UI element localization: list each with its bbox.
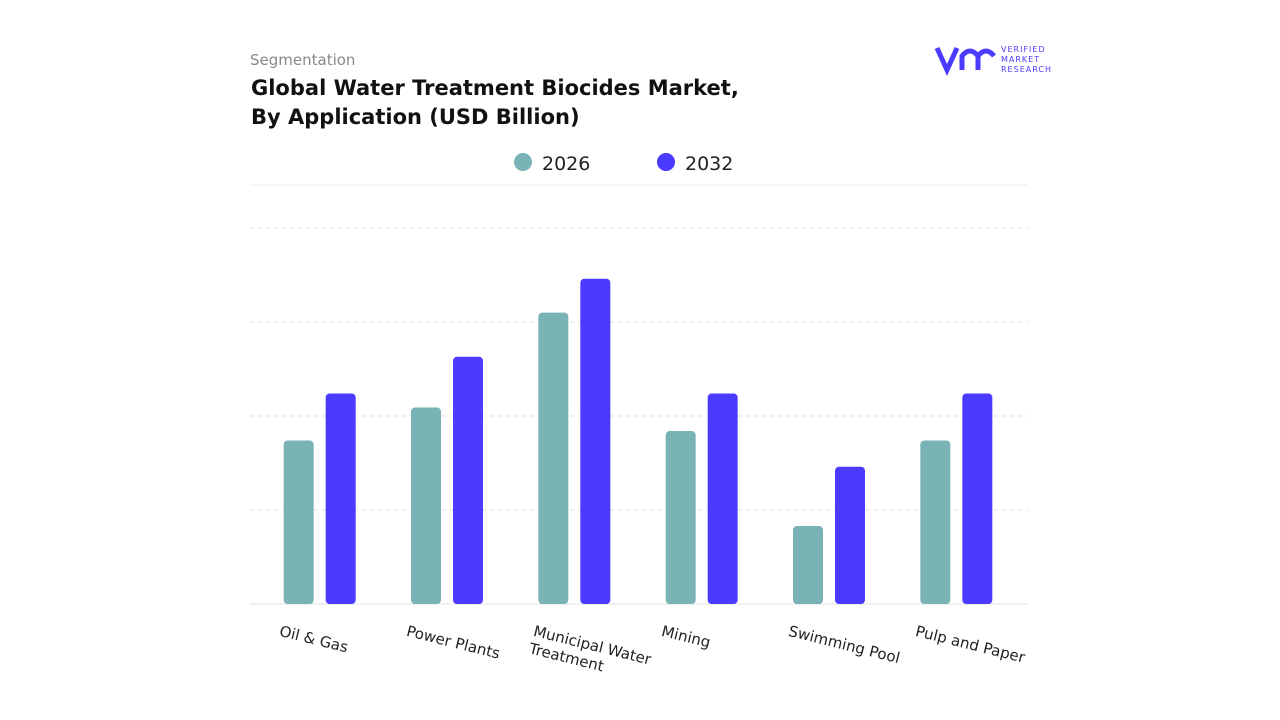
logo-mark [934, 46, 996, 77]
legend-label: 2026 [542, 153, 590, 175]
legend-swatch [657, 153, 675, 171]
bar [283, 440, 314, 604]
bar [793, 525, 823, 604]
bar [411, 407, 441, 604]
bar [835, 466, 865, 604]
bar [920, 440, 951, 604]
bar [665, 431, 696, 604]
eyebrow: Segmentation [250, 51, 355, 69]
brand: RESEARCH [1001, 65, 1052, 74]
bar [580, 278, 611, 604]
brand: MARKET [1001, 55, 1040, 64]
title: By Application (USD Billion) [251, 105, 580, 129]
legend-label: 2032 [685, 153, 733, 175]
bar [538, 312, 569, 604]
bar [962, 393, 993, 604]
brand: VERIFIED [1001, 45, 1046, 54]
legend-swatch [514, 153, 532, 171]
bar [325, 393, 356, 604]
bar [707, 393, 738, 604]
bar [453, 356, 483, 604]
title: Global Water Treatment Biocides Market, [251, 76, 739, 100]
